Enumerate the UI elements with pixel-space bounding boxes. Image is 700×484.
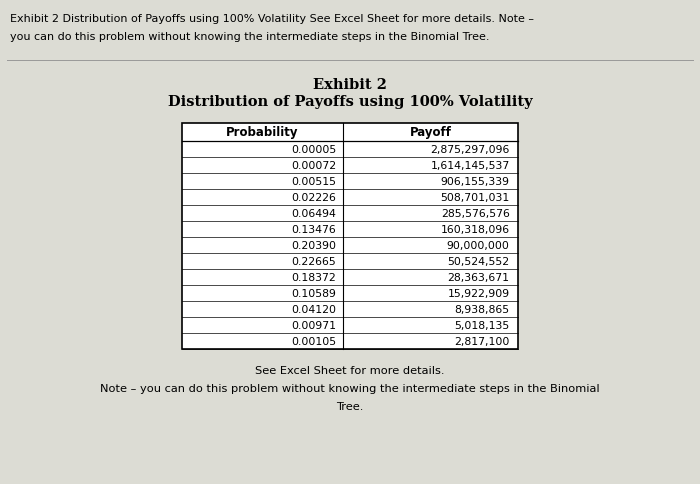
- Text: 0.04120: 0.04120: [291, 304, 336, 315]
- Text: Probability: Probability: [226, 126, 299, 139]
- Text: 160,318,096: 160,318,096: [440, 225, 510, 235]
- Text: 5,018,135: 5,018,135: [454, 320, 510, 331]
- Text: Distribution of Payoffs using 100% Volatility: Distribution of Payoffs using 100% Volat…: [168, 95, 532, 108]
- Text: 2,817,100: 2,817,100: [454, 336, 510, 347]
- Text: 0.02226: 0.02226: [291, 193, 336, 203]
- Text: 8,938,865: 8,938,865: [454, 304, 510, 315]
- Bar: [182, 123, 518, 349]
- Text: 0.06494: 0.06494: [291, 209, 336, 219]
- Text: Tree.: Tree.: [336, 402, 364, 411]
- Text: Exhibit 2 Distribution of Payoffs using 100% Volatility See Excel Sheet for more: Exhibit 2 Distribution of Payoffs using …: [10, 14, 535, 24]
- Text: 0.10589: 0.10589: [291, 288, 336, 299]
- Text: 2,875,297,096: 2,875,297,096: [430, 145, 510, 155]
- Text: 0.00971: 0.00971: [291, 320, 336, 331]
- Text: 90,000,000: 90,000,000: [447, 241, 510, 251]
- Text: Payoff: Payoff: [410, 126, 452, 139]
- Text: 1,614,145,537: 1,614,145,537: [430, 161, 510, 171]
- Text: 0.00005: 0.00005: [290, 145, 336, 155]
- Text: 0.00515: 0.00515: [291, 177, 336, 187]
- Text: Note – you can do this problem without knowing the intermediate steps in the Bin: Note – you can do this problem without k…: [100, 383, 600, 393]
- Text: 0.20390: 0.20390: [291, 241, 336, 251]
- Text: 0.00072: 0.00072: [291, 161, 336, 171]
- Text: 0.13476: 0.13476: [291, 225, 336, 235]
- Text: 0.18372: 0.18372: [291, 272, 336, 283]
- Text: you can do this problem without knowing the intermediate steps in the Binomial T: you can do this problem without knowing …: [10, 31, 490, 42]
- Text: See Excel Sheet for more details.: See Excel Sheet for more details.: [256, 365, 444, 375]
- Text: 28,363,671: 28,363,671: [447, 272, 510, 283]
- Text: 15,922,909: 15,922,909: [447, 288, 510, 299]
- Text: 50,524,552: 50,524,552: [447, 257, 510, 267]
- Text: 0.00105: 0.00105: [291, 336, 336, 347]
- Text: 285,576,576: 285,576,576: [441, 209, 510, 219]
- Text: 906,155,339: 906,155,339: [440, 177, 510, 187]
- Text: 0.22665: 0.22665: [291, 257, 336, 267]
- Text: 508,701,031: 508,701,031: [440, 193, 510, 203]
- Text: Exhibit 2: Exhibit 2: [313, 78, 387, 91]
